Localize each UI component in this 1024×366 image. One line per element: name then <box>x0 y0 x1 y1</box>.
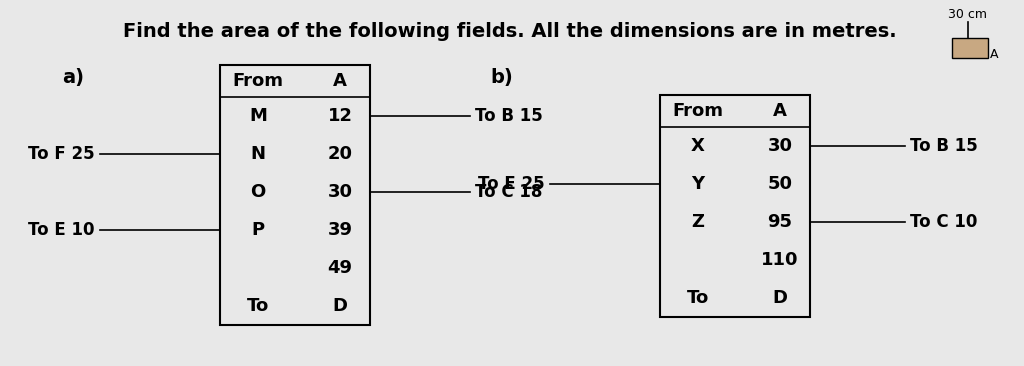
Text: D: D <box>772 289 787 307</box>
Text: From: From <box>232 72 284 90</box>
Text: 30 cm: 30 cm <box>948 8 987 21</box>
Text: D: D <box>333 297 347 315</box>
Text: 20: 20 <box>328 145 352 163</box>
Text: a): a) <box>62 68 84 87</box>
Text: X: X <box>691 137 705 155</box>
Text: Y: Y <box>691 175 705 193</box>
Text: 50: 50 <box>768 175 793 193</box>
Text: To B 15: To B 15 <box>910 137 978 155</box>
Text: 110: 110 <box>761 251 799 269</box>
Text: To F 25: To F 25 <box>29 145 95 163</box>
Text: 39: 39 <box>328 221 352 239</box>
Text: N: N <box>251 145 265 163</box>
Text: From: From <box>673 102 724 120</box>
Bar <box>660 95 810 317</box>
Bar <box>952 38 988 58</box>
Text: b): b) <box>490 68 513 87</box>
Text: 30: 30 <box>328 183 352 201</box>
Text: To E 10: To E 10 <box>29 221 95 239</box>
Text: M: M <box>249 107 267 125</box>
Text: A: A <box>333 72 347 90</box>
Text: P: P <box>252 221 264 239</box>
Text: To C 18: To C 18 <box>475 183 543 201</box>
Text: A: A <box>990 49 998 61</box>
Bar <box>220 65 370 325</box>
Text: To B 15: To B 15 <box>475 107 543 125</box>
Text: A: A <box>773 102 786 120</box>
Text: Z: Z <box>691 213 705 231</box>
Text: To C 10: To C 10 <box>910 213 977 231</box>
Text: Find the area of the following fields. All the dimensions are in metres.: Find the area of the following fields. A… <box>123 22 897 41</box>
Text: 49: 49 <box>328 259 352 277</box>
Text: 30: 30 <box>768 137 793 155</box>
Text: To: To <box>687 289 710 307</box>
Text: To: To <box>247 297 269 315</box>
Text: To E 25: To E 25 <box>478 175 545 193</box>
Text: 12: 12 <box>328 107 352 125</box>
Text: O: O <box>251 183 265 201</box>
Text: 95: 95 <box>768 213 793 231</box>
